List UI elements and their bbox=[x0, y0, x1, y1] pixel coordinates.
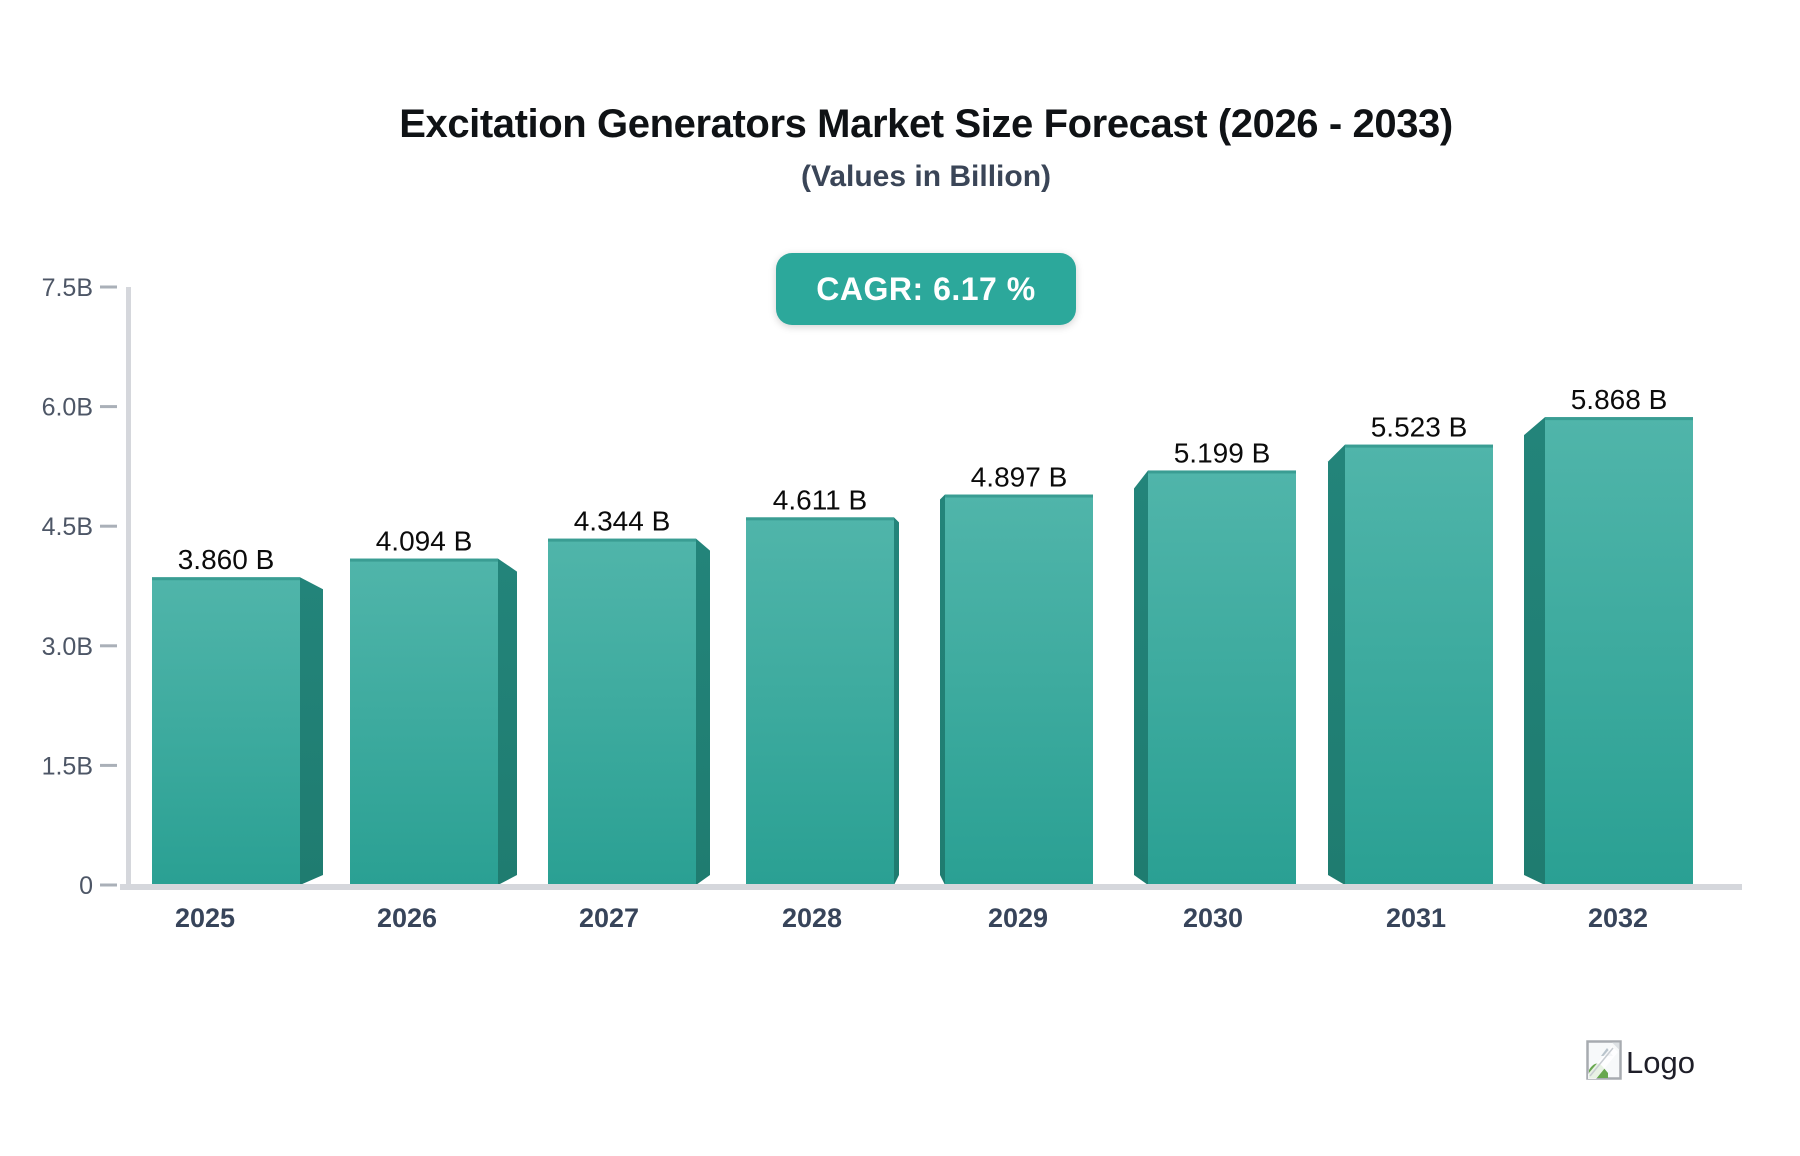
bar-front-face bbox=[152, 577, 300, 885]
y-axis-tick-label: 7.5B bbox=[42, 274, 93, 302]
bar-front-face bbox=[1545, 417, 1693, 885]
cagr-badge: CAGR: 6.17 % bbox=[776, 253, 1076, 325]
cagr-badge-row: CAGR: 6.17 % bbox=[26, 253, 1800, 325]
bar-top-edge bbox=[746, 517, 894, 521]
logo-placeholder: Logo bbox=[1586, 1040, 1695, 1082]
bar-side-face bbox=[696, 538, 710, 885]
x-axis-label: 2032 bbox=[1588, 903, 1648, 933]
bar-top-edge bbox=[1545, 417, 1693, 421]
bar-2026[interactable]: 4.094 B bbox=[350, 526, 517, 885]
bar-front-face bbox=[945, 494, 1093, 885]
x-axis-label: 2026 bbox=[377, 903, 437, 933]
bar-top-edge bbox=[1148, 470, 1296, 474]
bar-side-face bbox=[1134, 470, 1148, 885]
bar-side-face bbox=[1328, 444, 1345, 885]
y-axis-tick-label: 1.5B bbox=[42, 752, 93, 780]
x-axis-line bbox=[120, 884, 1742, 890]
bar-top-edge bbox=[152, 577, 300, 581]
y-axis-tick bbox=[100, 644, 117, 648]
bar-side-face bbox=[940, 494, 945, 885]
bar-top-edge bbox=[548, 538, 696, 542]
bar-2030[interactable]: 5.199 B bbox=[1134, 437, 1296, 885]
x-axis-label: 2025 bbox=[175, 903, 235, 933]
bar-top-edge bbox=[350, 558, 498, 562]
bar-front-face bbox=[548, 538, 696, 885]
bar-2028[interactable]: 4.611 B bbox=[746, 484, 899, 885]
y-axis-tick-label: 6.0B bbox=[42, 394, 93, 422]
bar-side-face bbox=[300, 577, 323, 885]
y-axis-tick bbox=[100, 524, 117, 528]
chart-subtitle: (Values in Billion) bbox=[800, 160, 1052, 193]
bar-value-label: 4.344 B bbox=[574, 506, 671, 537]
bar-top-edge bbox=[1345, 444, 1493, 448]
y-axis-tick bbox=[100, 883, 117, 887]
bar-side-face bbox=[1524, 417, 1545, 885]
logo-alt-text: Logo bbox=[1626, 1045, 1695, 1080]
y-axis-tick-label: 4.5B bbox=[42, 513, 93, 541]
bar-front-face bbox=[1345, 444, 1493, 885]
y-axis-tick bbox=[100, 285, 117, 289]
bar-2025[interactable]: 3.860 B bbox=[152, 544, 323, 885]
x-axis-label: 2029 bbox=[988, 903, 1048, 933]
y-axis-tick bbox=[100, 405, 117, 409]
page-title: Excitation Generators Market Size Foreca… bbox=[399, 102, 1453, 146]
bar-top-edge bbox=[945, 494, 1093, 498]
y-axis-line bbox=[126, 287, 131, 890]
bar-value-label: 4.897 B bbox=[971, 462, 1068, 493]
bar-front-face bbox=[746, 517, 894, 885]
bar-2029[interactable]: 4.897 B bbox=[940, 462, 1093, 885]
bar-front-face bbox=[350, 558, 498, 885]
y-axis-tick-label: 0 bbox=[79, 872, 93, 900]
x-axis-label: 2028 bbox=[782, 903, 842, 933]
bar-side-face bbox=[894, 517, 899, 885]
bar-side-face bbox=[498, 558, 517, 885]
bar-2032[interactable]: 5.868 B bbox=[1524, 384, 1693, 885]
y-axis-tick bbox=[100, 763, 117, 767]
y-axis-tick-label: 3.0B bbox=[42, 633, 93, 661]
bar-value-label: 3.860 B bbox=[178, 544, 275, 575]
bar-value-label: 4.611 B bbox=[773, 484, 867, 515]
bar-value-label: 4.094 B bbox=[376, 526, 473, 557]
bar-value-label: 5.523 B bbox=[1371, 412, 1468, 443]
bar-2031[interactable]: 5.523 B bbox=[1328, 412, 1493, 885]
broken-image-icon bbox=[1586, 1040, 1622, 1080]
bar-2027[interactable]: 4.344 B bbox=[548, 506, 710, 885]
bar-front-face bbox=[1148, 470, 1296, 885]
bar-value-label: 5.868 B bbox=[1571, 384, 1668, 415]
x-axis-label: 2031 bbox=[1386, 903, 1446, 933]
x-axis-label: 2027 bbox=[579, 903, 639, 933]
bar-value-label: 5.199 B bbox=[1174, 437, 1271, 468]
x-axis-label: 2030 bbox=[1183, 903, 1243, 933]
